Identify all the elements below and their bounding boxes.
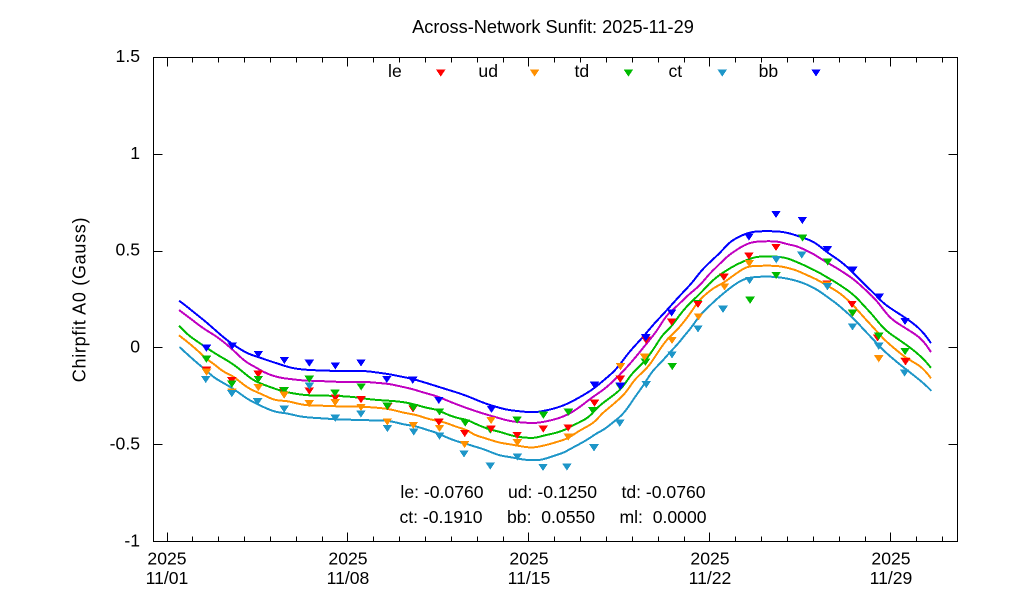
svg-text:11/08: 11/08: [327, 568, 370, 588]
svg-text:1.5: 1.5: [116, 46, 141, 66]
svg-text:Chirpfit A0 (Gauss): Chirpfit A0 (Gauss): [70, 217, 90, 382]
svg-text:0: 0: [130, 337, 140, 357]
svg-text:ct: -0.1910 bb: 0.0550: ct: -0.1910 bb: 0.0550 ml: 0.0000: [399, 507, 706, 527]
svg-text:2025: 2025: [147, 549, 186, 569]
svg-text:le: -0.0760 ud: -0.1250: le: -0.0760 ud: -0.1250 td: -0.0760: [400, 482, 705, 502]
svg-text:Across-Network Sunfit: 2025-11: Across-Network Sunfit: 2025-11-29: [412, 17, 694, 37]
svg-text:-0.5: -0.5: [110, 434, 141, 454]
svg-text:2025: 2025: [509, 549, 548, 569]
svg-text:11/15: 11/15: [508, 568, 551, 588]
svg-text:11/29: 11/29: [870, 568, 913, 588]
svg-text:td: td: [574, 61, 589, 81]
svg-text:2025: 2025: [328, 549, 367, 569]
svg-text:2025: 2025: [871, 549, 910, 569]
svg-text:11/22: 11/22: [689, 568, 732, 588]
svg-text:le: le: [388, 61, 402, 81]
svg-text:ct: ct: [668, 61, 682, 81]
svg-text:ud: ud: [478, 61, 498, 81]
svg-text:bb: bb: [759, 61, 779, 81]
svg-text:2025: 2025: [690, 549, 729, 569]
svg-text:0.5: 0.5: [116, 240, 141, 260]
svg-text:1: 1: [130, 143, 140, 163]
svg-text:-1: -1: [124, 530, 140, 550]
svg-text:11/01: 11/01: [146, 568, 189, 588]
